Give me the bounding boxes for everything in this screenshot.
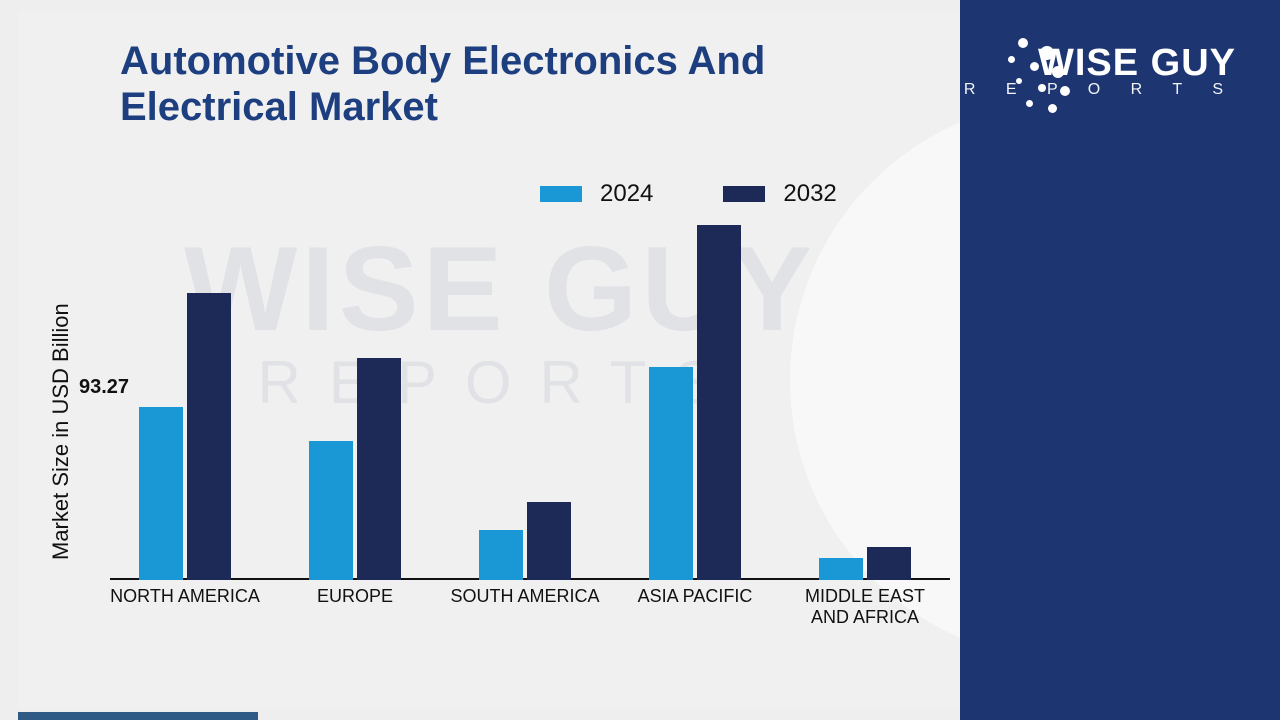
chart-plot-area: NORTH AMERICAEUROPESOUTH AMERICAASIA PAC… — [110, 210, 950, 580]
bar — [819, 558, 863, 580]
legend: 2024 2032 — [540, 180, 837, 208]
bar — [649, 367, 693, 580]
brand-logo-dots-icon — [960, 38, 1070, 128]
x-axis-category-label: SOUTH AMERICA — [450, 580, 600, 607]
bar — [187, 293, 231, 580]
x-axis-category-label: EUROPE — [280, 580, 430, 607]
legend-swatch-2024 — [540, 186, 582, 202]
bar — [479, 530, 523, 580]
bar — [357, 358, 401, 580]
legend-item-2024: 2024 — [540, 180, 653, 208]
legend-label-2032: 2032 — [783, 180, 836, 208]
bar — [697, 225, 741, 580]
chart-title: Automotive Body Electronics And Electric… — [120, 38, 800, 130]
bar — [309, 441, 353, 580]
bar — [867, 547, 911, 580]
x-axis-category-label: ASIA PACIFIC — [620, 580, 770, 607]
canvas: WISE GUY R E P O R T S WISE GUY REPORTS … — [0, 0, 1280, 720]
x-axis-category-label: NORTH AMERICA — [110, 580, 260, 607]
x-axis-category-label: MIDDLE EAST AND AFRICA — [790, 580, 940, 627]
legend-label-2024: 2024 — [600, 180, 653, 208]
bar — [139, 407, 183, 580]
bottom-accent-bar — [18, 712, 258, 720]
bar — [527, 502, 571, 580]
legend-swatch-2032 — [723, 186, 765, 202]
bar-value-label: 93.27 — [79, 376, 129, 399]
y-axis-label: Market Size in USD Billion — [48, 303, 74, 560]
legend-item-2032: 2032 — [723, 180, 836, 208]
